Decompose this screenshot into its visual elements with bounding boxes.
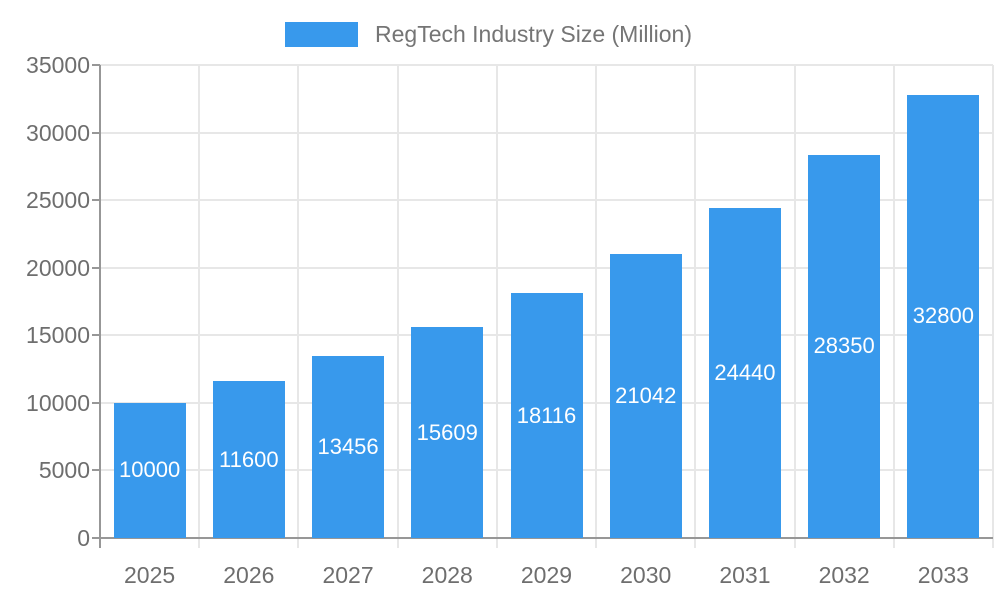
y-axis-tick <box>92 64 100 66</box>
vertical-gridline <box>396 65 399 548</box>
x-axis-tick-label: 2029 <box>520 562 573 588</box>
y-axis: 0 5000 10000 15000 20000 25000 30000 35000 <box>0 0 90 600</box>
y-axis-tick <box>92 401 100 404</box>
bar-value-label: 18116 <box>516 402 577 428</box>
y-axis-tick-label: 5000 <box>38 457 90 484</box>
x-axis: 2025 2026 2027 2028 2029 2030 2031 2032 2033 <box>100 560 993 594</box>
vertical-gridline <box>892 65 895 548</box>
horizontal-gridline <box>100 131 993 134</box>
vertical-gridline <box>297 65 300 548</box>
x-axis-line <box>92 537 993 539</box>
y-axis-tick-label: 0 <box>77 525 90 551</box>
bar-value-label: 21042 <box>615 382 677 408</box>
y-axis-tick-label: 15000 <box>26 322 90 349</box>
y-axis-tick <box>92 266 100 269</box>
x-axis-tick-label: 2028 <box>421 562 473 588</box>
y-axis-tick <box>92 199 100 202</box>
bar-2025[interactable]: 10000 <box>113 402 186 538</box>
vertical-gridline <box>595 65 598 548</box>
bar-2033[interactable]: 32800 <box>907 94 980 538</box>
bar-2026[interactable]: 11600 <box>212 381 285 538</box>
bar-2030[interactable]: 21042 <box>609 253 682 538</box>
vertical-gridline <box>198 65 201 548</box>
y-axis-tick-label: 30000 <box>26 119 90 146</box>
x-axis-tick-label: 2026 <box>223 562 275 588</box>
y-axis-tick-label: 35000 <box>26 52 90 78</box>
legend-label: RegTech Industry Size (Million) <box>375 21 693 47</box>
y-axis-tick <box>92 131 100 134</box>
x-axis-tick-label: 2025 <box>124 562 176 588</box>
y-axis-tick-label: 20000 <box>26 254 90 281</box>
bar-value-label: 32800 <box>912 303 974 329</box>
chart-legend[interactable]: RegTech Industry Size (Million) <box>285 22 692 47</box>
bar-2032[interactable]: 28350 <box>808 154 881 538</box>
x-axis-tick-label: 2030 <box>620 562 672 588</box>
bar-2029[interactable]: 18116 <box>510 293 583 538</box>
bar-2028[interactable]: 15609 <box>411 327 484 538</box>
x-axis-tick-label: 2033 <box>917 562 969 588</box>
bar-2031[interactable]: 24440 <box>708 207 781 538</box>
vertical-gridline <box>992 65 994 548</box>
vertical-gridline <box>793 65 796 548</box>
bar-value-label: 11600 <box>219 446 279 472</box>
vertical-gridline <box>495 65 498 548</box>
bar-value-label: 10000 <box>119 457 181 483</box>
y-axis-tick-label: 25000 <box>26 187 90 214</box>
horizontal-gridline <box>100 64 993 66</box>
x-axis-tick-label: 2032 <box>818 562 870 588</box>
legend-swatch <box>285 22 358 47</box>
y-axis-tick-label: 10000 <box>26 389 90 416</box>
bar-value-label: 24440 <box>714 359 776 385</box>
bar-value-label: 28350 <box>813 333 875 359</box>
bar-2027[interactable]: 13456 <box>312 356 385 538</box>
y-axis-tick <box>92 334 100 337</box>
bar-value-label: 13456 <box>317 434 379 460</box>
plot-area: 10000 11600 13456 15609 18116 21042 24440 28350… <box>92 64 994 548</box>
horizontal-gridline <box>100 266 993 269</box>
horizontal-gridline <box>100 199 993 202</box>
x-axis-tick-label: 2031 <box>719 562 771 588</box>
vertical-gridline <box>694 65 697 548</box>
y-axis-tick <box>92 469 100 472</box>
bar-value-label: 15609 <box>416 419 478 445</box>
y-axis-line <box>99 65 101 548</box>
x-axis-tick-label: 2027 <box>322 562 374 588</box>
